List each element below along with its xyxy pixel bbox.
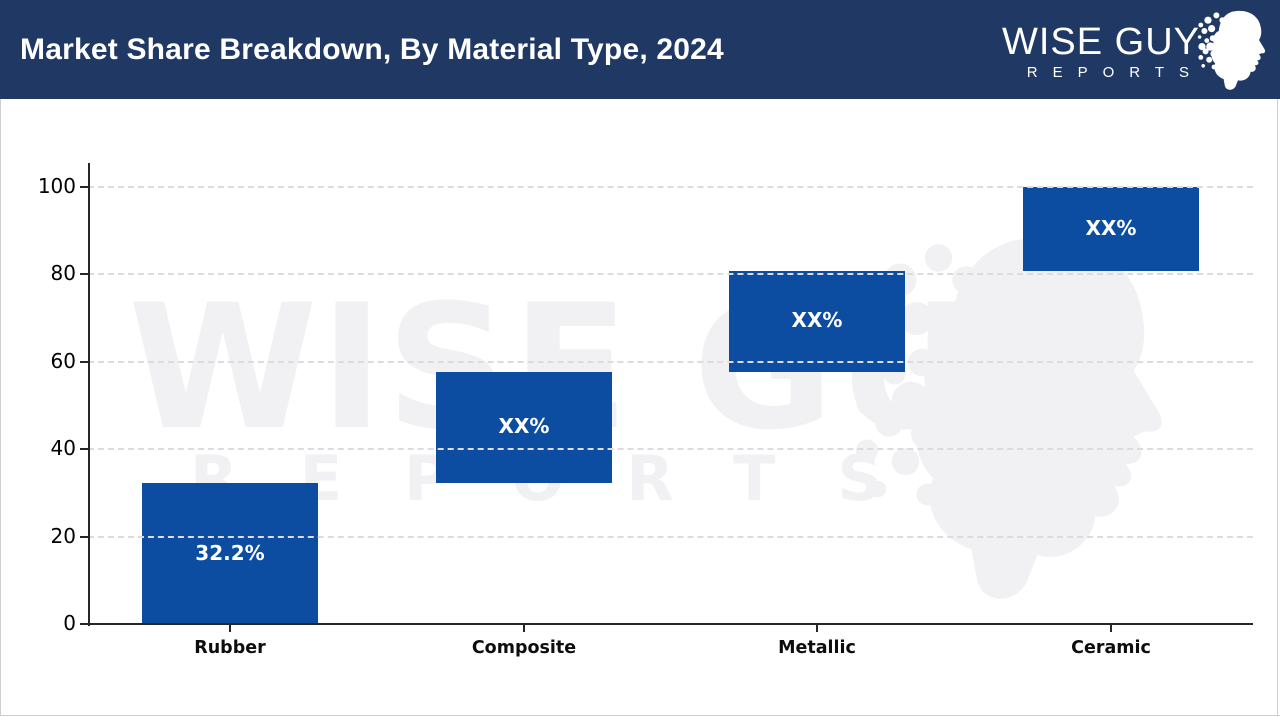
logo-wordmark: WISE GUY: [1001, 21, 1200, 63]
y-axis-line: [88, 163, 90, 626]
gridline-60: [88, 360, 1253, 363]
y-tick-0: [80, 623, 88, 625]
bar-ceramic: [1023, 186, 1199, 272]
y-tick-label-40: 40: [50, 436, 76, 460]
x-tick-composite: [523, 625, 525, 632]
page-title: Market Share Breakdown, By Material Type…: [20, 32, 724, 66]
frame-border-bottom: [0, 715, 1280, 716]
header-bar: Market Share Breakdown, By Material Type…: [0, 0, 1280, 99]
y-tick-100: [80, 185, 88, 188]
logo-subtext: REPORTS: [1026, 64, 1204, 81]
y-tick-20: [80, 535, 88, 538]
logo-head-icon: [1197, 10, 1266, 90]
bar-value-label: 32.2%: [195, 540, 265, 565]
y-tick-40: [80, 448, 88, 450]
brand-logo: WISE GUY REPORTS: [1002, 0, 1270, 99]
category-label-rubber: Rubber: [194, 638, 266, 658]
bar-value-label: XX%: [498, 414, 550, 439]
bar-value-label: XX%: [1085, 215, 1137, 240]
bar-composite: [436, 371, 612, 484]
frame-border-right: [1277, 99, 1278, 716]
y-tick-label-60: 60: [50, 348, 76, 373]
y-tick-label-80: 80: [50, 261, 76, 285]
category-label-ceramic: Ceramic: [1071, 638, 1151, 658]
x-tick-rubber: [229, 625, 231, 632]
bar-metallic: [729, 271, 905, 372]
gridline-100: [88, 185, 1253, 188]
gridline-20: [88, 535, 1253, 538]
category-label-composite: Composite: [471, 638, 577, 658]
y-tick-80: [80, 273, 88, 275]
bar-rubber: [142, 483, 318, 624]
y-tick-label-0: 0: [63, 611, 76, 635]
x-tick-ceramic: [1110, 625, 1112, 632]
frame-border-left: [0, 99, 1, 716]
y-tick-label-20: 20: [50, 523, 76, 548]
bar-value-label: XX%: [791, 308, 843, 333]
y-tick-60: [80, 360, 88, 363]
x-axis-line: [88, 623, 1253, 625]
gridline-40: [88, 448, 1253, 450]
category-label-metallic: Metallic: [778, 638, 856, 658]
y-tick-label-100: 100: [37, 173, 76, 198]
x-tick-metallic: [816, 625, 818, 632]
gridline-80: [88, 273, 1253, 275]
